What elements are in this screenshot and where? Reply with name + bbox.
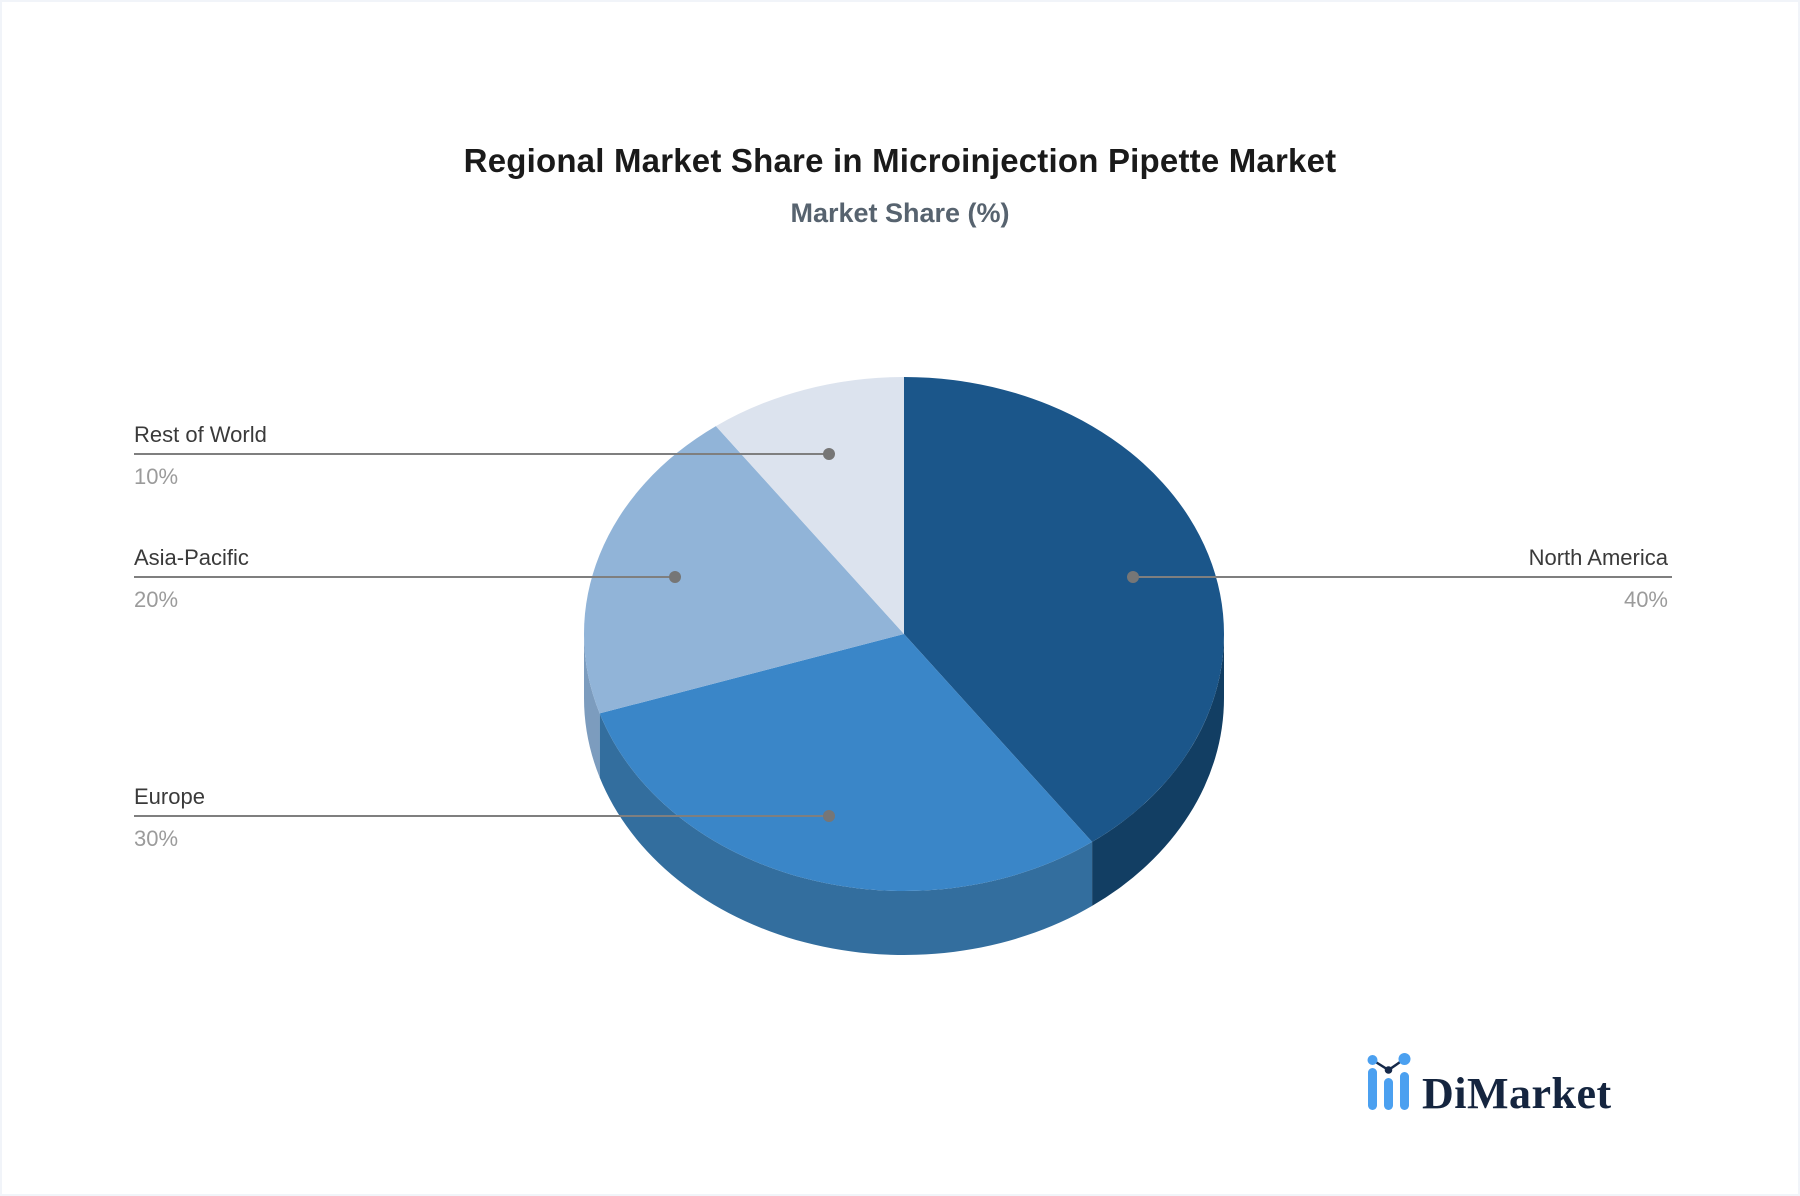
callout-value-rest-of-world: 10% <box>134 464 179 489</box>
pie-slice-asia-pacific <box>584 426 904 714</box>
pie-slice-north-america <box>904 377 1224 842</box>
pie-slice-side-europe <box>599 713 1093 955</box>
callout-line-europe <box>134 815 830 817</box>
page-title: Regional Market Share in Microinjection … <box>463 142 1337 179</box>
brand-logo: DiMarket <box>1364 1032 1611 1118</box>
callout-label-europe: Europe <box>134 784 205 809</box>
logo-text: DiMarket <box>1422 1069 1612 1118</box>
chart-subtitle: Market Share (%) <box>790 198 1010 228</box>
callout-value-north-america: 40% <box>1623 587 1668 612</box>
callout-dot-rest-of-world <box>823 448 835 460</box>
callout-line-north-america <box>1133 576 1672 578</box>
callout-dot-asia-pacific <box>669 571 681 583</box>
pie-slice-side-asia-pacific <box>584 634 600 778</box>
pie-slice-rest-of-world <box>715 377 904 634</box>
pie-slice-europe <box>599 634 1093 891</box>
callout-value-asia-pacific: 20% <box>134 587 179 612</box>
callout-line-rest-of-world <box>134 453 830 455</box>
callout-label-north-america: North America <box>1528 545 1668 570</box>
callout-label-rest-of-world: Rest of World <box>134 422 267 447</box>
callout-value-europe: 30% <box>134 826 179 851</box>
callout-line-asia-pacific <box>134 576 676 578</box>
callout-dot-europe <box>823 810 835 822</box>
callout-dot-north-america <box>1127 571 1139 583</box>
pie-slice-side-north-america <box>1092 634 1224 906</box>
callout-label-asia-pacific: Asia-Pacific <box>134 545 249 570</box>
bar-chart-icon <box>1367 1053 1411 1110</box>
